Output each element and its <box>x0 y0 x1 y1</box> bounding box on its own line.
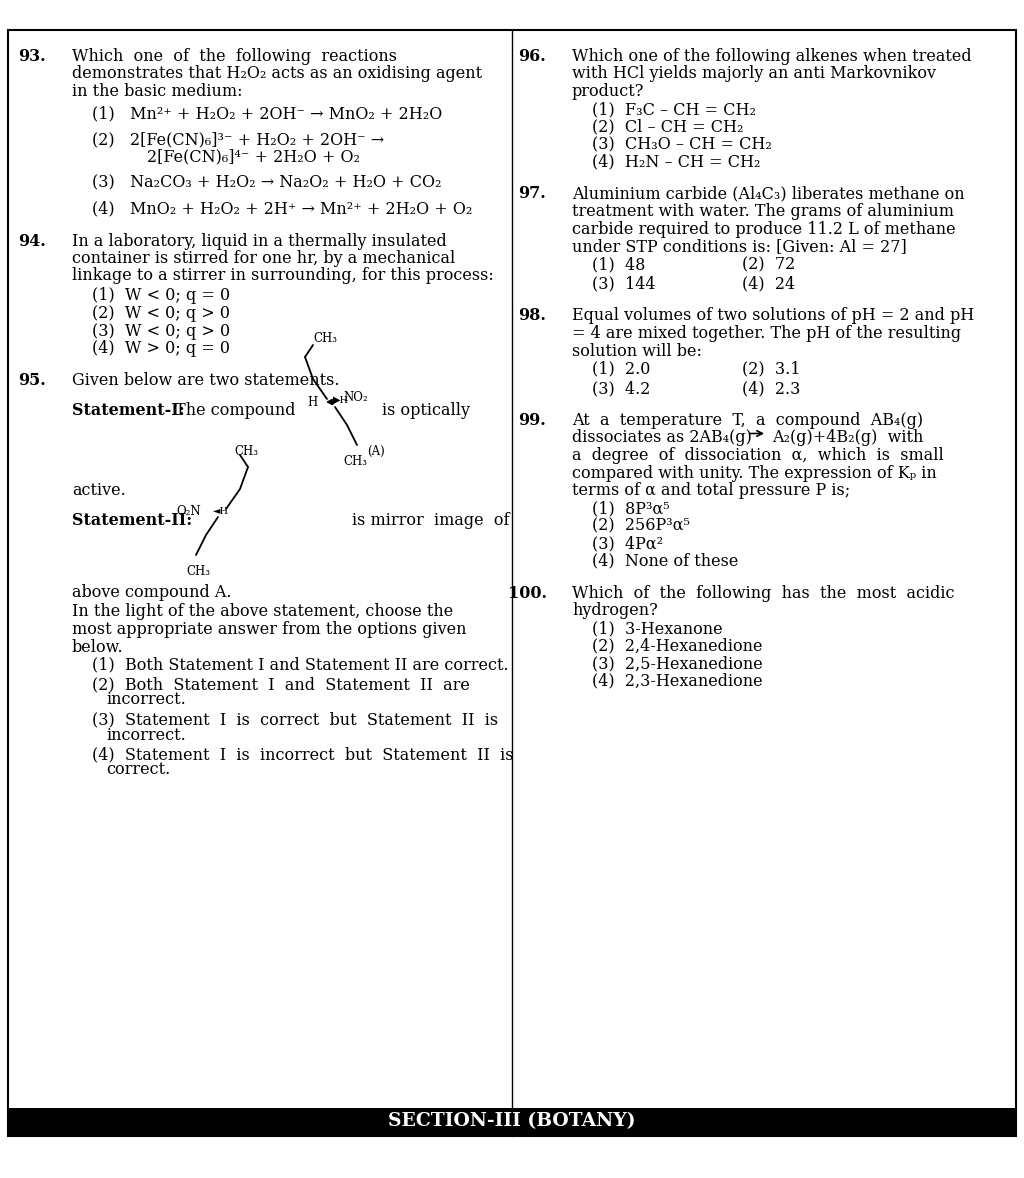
Text: hydrogen?: hydrogen? <box>572 602 657 618</box>
Text: in the basic medium:: in the basic medium: <box>72 82 243 100</box>
Text: a  degree  of  dissociation  α,  which  is  small: a degree of dissociation α, which is sma… <box>572 446 944 464</box>
Text: below.: below. <box>72 638 124 655</box>
Text: (3)  CH₃O – CH = CH₂: (3) CH₃O – CH = CH₂ <box>592 135 772 153</box>
Text: Aluminium carbide (Al₄C₃) liberates methane on: Aluminium carbide (Al₄C₃) liberates meth… <box>572 185 965 203</box>
Text: SECTION-III (BOTANY): SECTION-III (BOTANY) <box>388 1112 636 1130</box>
Text: H: H <box>307 396 317 409</box>
Text: (1)  F₃C – CH = CH₂: (1) F₃C – CH = CH₂ <box>592 101 756 118</box>
Text: (1)  48: (1) 48 <box>592 256 645 273</box>
Text: ▶H: ▶H <box>333 396 349 405</box>
Text: (2)  Cl – CH = CH₂: (2) Cl – CH = CH₂ <box>592 119 743 135</box>
Text: (2)  W < 0; q > 0: (2) W < 0; q > 0 <box>92 305 230 322</box>
Text: treatment with water. The grams of aluminium: treatment with water. The grams of alumi… <box>572 203 954 220</box>
Text: 100.: 100. <box>508 584 547 602</box>
Text: (2)  3.1: (2) 3.1 <box>742 360 801 377</box>
Text: CH₃: CH₃ <box>343 455 367 468</box>
Text: (A): (A) <box>367 445 385 458</box>
Text: is optically: is optically <box>382 402 470 419</box>
Text: is mirror  image  of: is mirror image of <box>352 512 510 529</box>
Text: (4)  None of these: (4) None of these <box>592 552 738 569</box>
Text: Which  one  of  the  following  reactions: Which one of the following reactions <box>72 48 397 65</box>
Text: 99.: 99. <box>518 412 546 429</box>
Text: = 4 are mixed together. The pH of the resulting: = 4 are mixed together. The pH of the re… <box>572 325 962 342</box>
Text: incorrect.: incorrect. <box>106 691 185 708</box>
Text: (1)   Mn²⁺ + H₂O₂ + 2OH⁻ → MnO₂ + 2H₂O: (1) Mn²⁺ + H₂O₂ + 2OH⁻ → MnO₂ + 2H₂O <box>92 105 442 123</box>
Text: (4)  2.3: (4) 2.3 <box>742 380 801 397</box>
Text: (1)  2.0: (1) 2.0 <box>592 360 650 377</box>
Text: 98.: 98. <box>518 307 546 324</box>
Text: NO₂: NO₂ <box>343 391 368 404</box>
Text: (2)  2,4-Hexanedione: (2) 2,4-Hexanedione <box>592 637 763 655</box>
Text: (2)  Both  Statement  I  and  Statement  II  are: (2) Both Statement I and Statement II ar… <box>92 676 470 693</box>
Text: container is stirred for one hr, by a mechanical: container is stirred for one hr, by a me… <box>72 250 456 267</box>
Text: (3)  4Pα²: (3) 4Pα² <box>592 535 664 552</box>
Text: active.: active. <box>72 482 126 499</box>
Text: 2[Fe(CN)₆]⁴⁻ + 2H₂O + O₂: 2[Fe(CN)₆]⁴⁻ + 2H₂O + O₂ <box>106 148 360 165</box>
Text: (4)  24: (4) 24 <box>742 276 795 292</box>
Text: terms of α and total pressure P is;: terms of α and total pressure P is; <box>572 482 850 499</box>
Text: (4)  Statement  I  is  incorrect  but  Statement  II  is: (4) Statement I is incorrect but Stateme… <box>92 746 513 763</box>
Text: (1)  Both Statement I and Statement II are correct.: (1) Both Statement I and Statement II ar… <box>92 656 509 674</box>
Text: (4)  W > 0; q = 0: (4) W > 0; q = 0 <box>92 340 230 357</box>
Text: 93.: 93. <box>18 48 46 65</box>
Text: The compound: The compound <box>170 402 296 419</box>
Text: At  a  temperature  T,  a  compound  AB₄(g): At a temperature T, a compound AB₄(g) <box>572 412 923 429</box>
Text: (3)   Na₂CO₃ + H₂O₂ → Na₂O₂ + H₂O + CO₂: (3) Na₂CO₃ + H₂O₂ → Na₂O₂ + H₂O + CO₂ <box>92 174 441 192</box>
Text: (3)  2,5-Hexanedione: (3) 2,5-Hexanedione <box>592 655 763 671</box>
Text: CH₃: CH₃ <box>313 332 337 345</box>
Text: Equal volumes of two solutions of pH = 2 and pH: Equal volumes of two solutions of pH = 2… <box>572 307 974 324</box>
Text: dissociates as 2AB₄(g): dissociates as 2AB₄(g) <box>572 430 752 446</box>
Text: solution will be:: solution will be: <box>572 343 701 359</box>
Text: (3)  144: (3) 144 <box>592 276 655 292</box>
Text: with HCl yields majorly an anti Markovnikov: with HCl yields majorly an anti Markovni… <box>572 66 936 82</box>
Text: above compound A.: above compound A. <box>72 584 231 601</box>
Text: incorrect.: incorrect. <box>106 727 185 743</box>
Text: carbide required to produce 11.2 L of methane: carbide required to produce 11.2 L of me… <box>572 220 955 238</box>
Text: under STP conditions is: [Given: Al = 27]: under STP conditions is: [Given: Al = 27… <box>572 238 906 254</box>
Text: (4)  H₂N – CH = CH₂: (4) H₂N – CH = CH₂ <box>592 153 761 171</box>
Text: compared with unity. The expression of Kₚ in: compared with unity. The expression of K… <box>572 464 937 482</box>
Text: CH₃: CH₃ <box>186 565 210 578</box>
Text: 96.: 96. <box>518 48 546 65</box>
Text: (3)  4.2: (3) 4.2 <box>592 380 650 397</box>
Text: (3)  W < 0; q > 0: (3) W < 0; q > 0 <box>92 323 230 339</box>
Text: (1)  8P³α⁵: (1) 8P³α⁵ <box>592 499 670 517</box>
Text: most appropriate answer from the options given: most appropriate answer from the options… <box>72 621 467 638</box>
Text: O₂N: O₂N <box>176 505 201 518</box>
Text: 95.: 95. <box>18 372 46 389</box>
Text: (1)  W < 0; q = 0: (1) W < 0; q = 0 <box>92 287 230 304</box>
Text: (2)  256P³α⁵: (2) 256P³α⁵ <box>592 517 690 535</box>
Text: correct.: correct. <box>106 761 170 779</box>
Text: Which one of the following alkenes when treated: Which one of the following alkenes when … <box>572 48 972 65</box>
Text: Statement-I:: Statement-I: <box>72 402 184 419</box>
Text: ◄H: ◄H <box>213 507 229 516</box>
Text: (2)   2[Fe(CN)₆]³⁻ + H₂O₂ + 2OH⁻ →: (2) 2[Fe(CN)₆]³⁻ + H₂O₂ + 2OH⁻ → <box>92 131 384 148</box>
Text: In a laboratory, liquid in a thermally insulated: In a laboratory, liquid in a thermally i… <box>72 232 446 250</box>
Text: A₂(g)+4B₂(g)  with: A₂(g)+4B₂(g) with <box>772 430 924 446</box>
Text: (1)  3-Hexanone: (1) 3-Hexanone <box>592 620 723 637</box>
Text: product?: product? <box>572 82 644 100</box>
Text: demonstrates that H₂O₂ acts as an oxidising agent: demonstrates that H₂O₂ acts as an oxidis… <box>72 66 482 82</box>
Text: In the light of the above statement, choose the: In the light of the above statement, cho… <box>72 603 454 621</box>
Text: 97.: 97. <box>518 185 546 203</box>
Bar <box>8 1108 1016 1136</box>
Text: linkage to a stirrer in surrounding, for this process:: linkage to a stirrer in surrounding, for… <box>72 267 494 285</box>
Text: Statement-II:: Statement-II: <box>72 512 193 529</box>
Text: (3)  Statement  I  is  correct  but  Statement  II  is: (3) Statement I is correct but Statement… <box>92 712 498 728</box>
Text: (4)   MnO₂ + H₂O₂ + 2H⁺ → Mn²⁺ + 2H₂O + O₂: (4) MnO₂ + H₂O₂ + 2H⁺ → Mn²⁺ + 2H₂O + O₂ <box>92 200 472 218</box>
Text: Which  of  the  following  has  the  most  acidic: Which of the following has the most acid… <box>572 584 954 602</box>
Text: CH₃: CH₃ <box>234 445 258 458</box>
Text: Given below are two statements.: Given below are two statements. <box>72 372 340 389</box>
Text: (2)  72: (2) 72 <box>742 256 796 273</box>
Text: 94.: 94. <box>18 232 46 250</box>
Text: (4)  2,3-Hexanedione: (4) 2,3-Hexanedione <box>592 673 763 689</box>
